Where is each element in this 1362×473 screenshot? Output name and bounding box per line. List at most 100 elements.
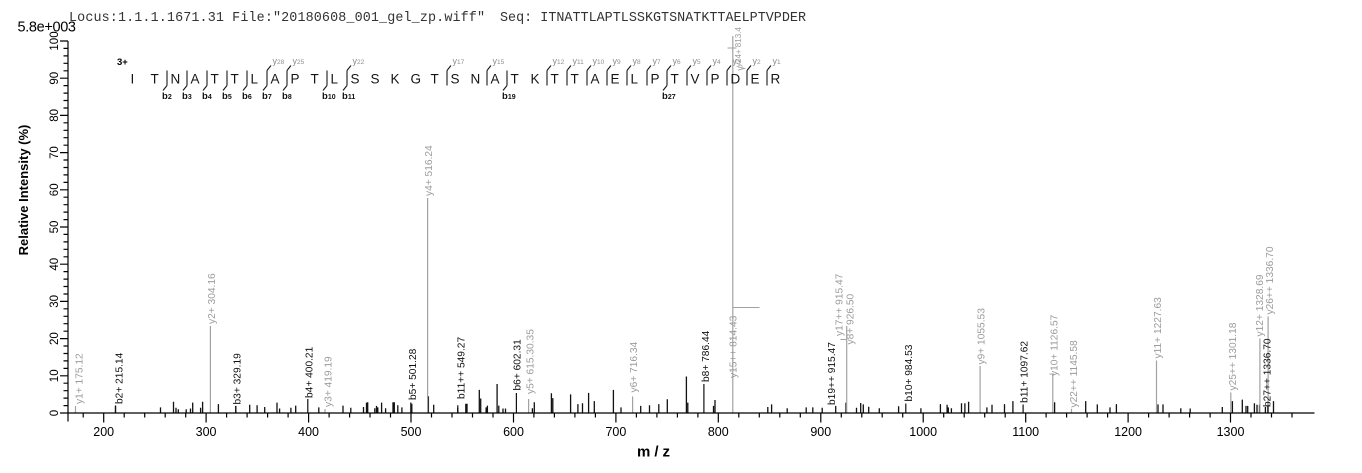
svg-text:Relative Intensity (%): Relative Intensity (%) — [16, 125, 31, 256]
svg-text:y2: y2 — [753, 56, 762, 66]
svg-text:3+: 3+ — [117, 57, 128, 68]
svg-text:G: G — [411, 72, 422, 87]
svg-text:b10+ 984.53: b10+ 984.53 — [904, 344, 915, 401]
svg-text:E: E — [751, 72, 760, 87]
svg-text:b8+ 786.44: b8+ 786.44 — [701, 330, 712, 382]
svg-text:y11: y11 — [573, 56, 585, 66]
svg-text:b7: b7 — [262, 91, 272, 102]
svg-text:A: A — [491, 72, 500, 87]
svg-text:T: T — [671, 72, 679, 87]
svg-text:50: 50 — [49, 221, 61, 234]
svg-text:600: 600 — [503, 425, 524, 439]
svg-text:A: A — [191, 72, 200, 87]
svg-text:T: T — [311, 72, 319, 87]
svg-text:y25: y25 — [293, 56, 305, 66]
svg-text:b27++ 1336.70: b27++ 1336.70 — [1263, 338, 1274, 407]
svg-text:P: P — [711, 72, 720, 87]
svg-text:500: 500 — [401, 425, 422, 439]
svg-text:T: T — [231, 72, 239, 87]
svg-text:y24+ 813.4: y24+ 813.4 — [734, 27, 743, 67]
svg-text:b19++ 915.47: b19++ 915.47 — [827, 342, 838, 405]
svg-text:700: 700 — [605, 425, 626, 439]
svg-text:y6: y6 — [673, 56, 682, 66]
svg-text:300: 300 — [196, 425, 217, 439]
svg-text:y7: y7 — [653, 56, 662, 66]
svg-text:b3+ 329.19: b3+ 329.19 — [233, 353, 244, 405]
svg-text:N: N — [171, 72, 181, 87]
svg-text:T: T — [571, 72, 579, 87]
svg-text:y3: y3 — [733, 56, 742, 66]
svg-text:T: T — [151, 72, 159, 87]
svg-text:m/z: m/z — [637, 444, 674, 461]
svg-text:K: K — [531, 72, 540, 87]
svg-text:T: T — [511, 72, 519, 87]
svg-text:L: L — [331, 72, 339, 87]
svg-text:y5+ 615.30.35: y5+ 615.30.35 — [526, 329, 537, 394]
svg-text:T: T — [551, 72, 559, 87]
svg-text:900: 900 — [810, 425, 831, 439]
svg-text:30: 30 — [49, 295, 61, 308]
svg-text:S: S — [451, 72, 460, 87]
svg-text:y2+ 304.16: y2+ 304.16 — [207, 273, 218, 324]
svg-text:y12: y12 — [553, 56, 565, 66]
svg-text:b11++ 549.27: b11++ 549.27 — [457, 337, 468, 399]
svg-text:y11+ 1227.63: y11+ 1227.63 — [1153, 297, 1164, 359]
svg-text:R: R — [771, 72, 781, 87]
svg-text:y9+ 1055.53: y9+ 1055.53 — [977, 308, 988, 365]
svg-text:100: 100 — [49, 31, 61, 50]
svg-text:800: 800 — [708, 425, 729, 439]
svg-text:y10+ 1126.57: y10+ 1126.57 — [1049, 314, 1060, 376]
svg-text:I: I — [131, 72, 135, 87]
svg-text:1200: 1200 — [1114, 425, 1142, 439]
svg-text:5.8e+003: 5.8e+003 — [18, 20, 77, 36]
svg-text:1300: 1300 — [1217, 425, 1245, 439]
svg-text:S: S — [351, 72, 360, 87]
svg-text:P: P — [651, 72, 660, 87]
svg-text:b6: b6 — [242, 91, 252, 102]
svg-text:y1: y1 — [773, 56, 782, 66]
svg-text:b4+ 400.21: b4+ 400.21 — [304, 346, 315, 398]
svg-text:y10: y10 — [593, 56, 605, 66]
svg-text:y4: y4 — [713, 56, 722, 66]
svg-text:y17: y17 — [453, 56, 465, 66]
svg-text:1100: 1100 — [1012, 425, 1039, 439]
svg-text:y12+ 1328.69: y12+ 1328.69 — [1255, 274, 1266, 336]
svg-text:b5+ 501.28: b5+ 501.28 — [408, 348, 419, 400]
svg-text:y8+ 926.50: y8+ 926.50 — [845, 293, 856, 344]
svg-text:Locus:1.1.1.1671.31 File:"2018: Locus:1.1.1.1671.31 File:"20180608_001_g… — [69, 11, 485, 26]
svg-text:b10: b10 — [322, 91, 336, 102]
svg-text:200: 200 — [93, 425, 114, 439]
svg-text:1000: 1000 — [909, 425, 937, 439]
svg-text:b2: b2 — [162, 91, 172, 102]
svg-text:y15++ 814.43: y15++ 814.43 — [729, 315, 740, 378]
svg-text:A: A — [591, 72, 600, 87]
svg-text:b19: b19 — [502, 91, 516, 102]
svg-text:y6+ 716.34: y6+ 716.34 — [629, 341, 640, 392]
svg-text:40: 40 — [49, 258, 61, 271]
svg-text:b11: b11 — [342, 91, 355, 102]
svg-text:b11+ 1097.62: b11+ 1097.62 — [1020, 341, 1031, 403]
svg-text:y25++ 1301.18: y25++ 1301.18 — [1228, 322, 1239, 390]
svg-text:y8: y8 — [633, 56, 642, 66]
svg-text:A: A — [271, 72, 280, 87]
svg-text:E: E — [611, 72, 620, 87]
svg-text:90: 90 — [49, 72, 61, 85]
svg-text:b4: b4 — [202, 91, 212, 102]
svg-text:y22++ 1145.58: y22++ 1145.58 — [1069, 340, 1080, 408]
svg-text:10: 10 — [49, 369, 61, 382]
svg-text:K: K — [391, 72, 400, 87]
svg-text:P: P — [291, 72, 300, 87]
svg-text:400: 400 — [298, 425, 319, 439]
svg-text:V: V — [691, 72, 700, 87]
svg-text:20: 20 — [49, 332, 61, 345]
svg-text:T: T — [211, 72, 219, 87]
svg-text:y3+ 419.19: y3+ 419.19 — [324, 356, 335, 407]
svg-text:Seq: ITNATTLAPTLSSKGTSNATKTTAE: Seq: ITNATTLAPTLSSKGTSNATKTTAELPTVPDER — [500, 11, 806, 26]
svg-text:y26++ 1336.70: y26++ 1336.70 — [1265, 246, 1276, 314]
svg-text:b6+ 602.31: b6+ 602.31 — [513, 339, 524, 391]
svg-text:y28: y28 — [273, 56, 285, 66]
svg-text:T: T — [431, 72, 439, 87]
svg-text:y9: y9 — [613, 56, 622, 66]
svg-text:D: D — [731, 72, 741, 87]
svg-text:b3: b3 — [182, 91, 192, 102]
